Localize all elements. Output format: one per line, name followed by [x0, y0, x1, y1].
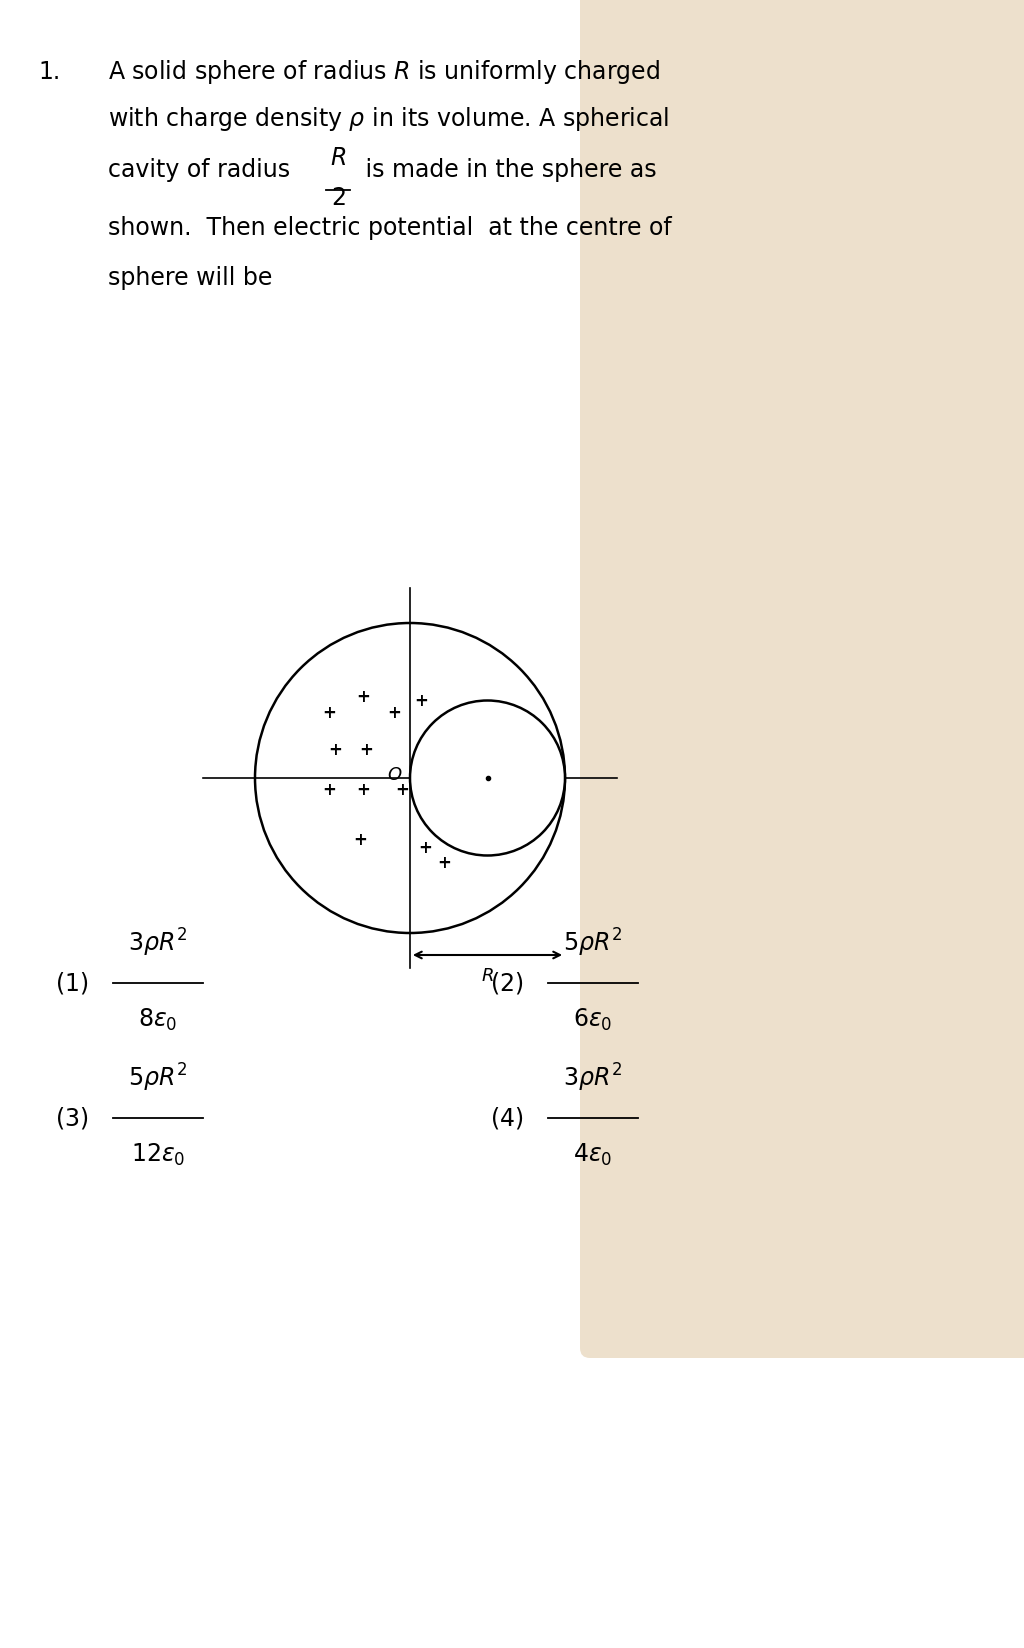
Text: A solid sphere of radius $\it{R}$ is uniformly charged: A solid sphere of radius $\it{R}$ is uni… — [108, 58, 660, 86]
Text: $(4)$: $(4)$ — [490, 1106, 523, 1131]
Text: $6\varepsilon_0$: $6\varepsilon_0$ — [573, 1007, 612, 1033]
Text: 1.: 1. — [38, 59, 60, 84]
Text: +: + — [419, 839, 432, 857]
Text: +: + — [356, 781, 371, 799]
Text: $2$: $2$ — [331, 186, 345, 209]
Text: cavity of radius: cavity of radius — [108, 158, 290, 181]
FancyBboxPatch shape — [580, 517, 1024, 1358]
Text: +: + — [323, 704, 336, 722]
Text: $4\varepsilon_0$: $4\varepsilon_0$ — [573, 1142, 612, 1168]
Text: $O$: $O$ — [386, 766, 402, 784]
Text: $5\rho R^2$: $5\rho R^2$ — [128, 1061, 187, 1094]
Text: +: + — [437, 854, 451, 872]
Text: $3\rho R^2$: $3\rho R^2$ — [128, 926, 187, 959]
Text: $5\rho R^2$: $5\rho R^2$ — [563, 926, 623, 959]
Text: +: + — [329, 742, 343, 760]
Text: $\it{R}$: $\it{R}$ — [481, 967, 494, 986]
Text: is made in the sphere as: is made in the sphere as — [358, 158, 656, 181]
Text: $(3)$: $(3)$ — [55, 1106, 88, 1131]
Text: shown.  Then electric potential  at the centre of: shown. Then electric potential at the ce… — [108, 216, 672, 241]
Text: +: + — [323, 781, 336, 799]
Text: $12\varepsilon_0$: $12\varepsilon_0$ — [131, 1142, 185, 1168]
Text: sphere will be: sphere will be — [108, 265, 272, 290]
FancyBboxPatch shape — [580, 0, 1024, 559]
Text: +: + — [414, 692, 428, 710]
Text: +: + — [359, 742, 374, 760]
Text: +: + — [356, 689, 371, 707]
Text: +: + — [395, 781, 410, 799]
Text: $(2)$: $(2)$ — [490, 971, 523, 995]
Text: +: + — [387, 704, 401, 722]
Text: $8\varepsilon_0$: $8\varepsilon_0$ — [138, 1007, 177, 1033]
Text: $3\rho R^2$: $3\rho R^2$ — [563, 1061, 623, 1094]
Text: $\it{R}$: $\it{R}$ — [330, 147, 346, 170]
Text: +: + — [353, 831, 368, 849]
Text: $(1)$: $(1)$ — [55, 971, 88, 995]
Text: with charge density $\rho$ in its volume. A spherical: with charge density $\rho$ in its volume… — [108, 105, 670, 133]
Circle shape — [410, 700, 565, 855]
